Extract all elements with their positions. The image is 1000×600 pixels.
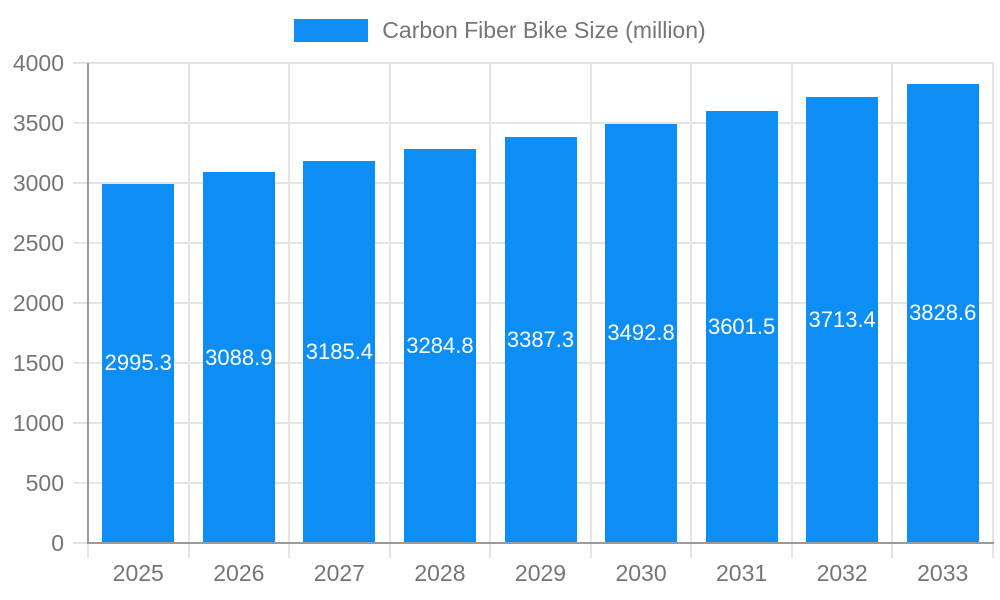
- v-gridline: [992, 63, 994, 558]
- x-axis-tick-label: 2028: [414, 560, 466, 586]
- v-gridline: [388, 63, 391, 558]
- x-axis-tick-label: 2030: [615, 560, 667, 586]
- legend-item[interactable]: Carbon Fiber Bike Size (million): [0, 17, 1000, 44]
- bar-value-label: 3387.3: [506, 326, 575, 352]
- v-gridline: [288, 63, 291, 558]
- bar-2026[interactable]: 3088.9: [202, 172, 275, 543]
- h-gridline: [73, 62, 993, 64]
- bar-value-label: 3828.6: [909, 300, 977, 326]
- bar-value-label: 3713.4: [808, 307, 876, 333]
- x-axis-tick-label: 2031: [716, 560, 768, 586]
- bar-value-label: 3492.8: [607, 320, 675, 346]
- x-axis-tick-label: 2033: [917, 560, 969, 586]
- bar-value-label: 3284.8: [406, 332, 474, 358]
- v-gridline: [891, 63, 894, 558]
- y-axis-line: [87, 63, 89, 543]
- v-gridline: [187, 63, 190, 558]
- y-axis-tick-label: 2500: [12, 230, 64, 256]
- bar-2028[interactable]: 3284.8: [403, 148, 476, 543]
- x-axis-tick-label: 2032: [816, 560, 868, 586]
- bar-value-label: 2995.3: [104, 350, 172, 376]
- bar-value-label: 3088.9: [205, 344, 273, 370]
- x-axis-tick-label: 2025: [112, 560, 164, 586]
- bar-2031[interactable]: 3601.5: [705, 110, 778, 543]
- legend-swatch-icon: [294, 19, 369, 42]
- v-gridline: [790, 63, 793, 558]
- bar-value-label: 3185.4: [305, 338, 374, 364]
- y-axis-tick-label: 500: [25, 470, 64, 496]
- x-axis-tick-label: 2026: [213, 560, 265, 586]
- bar-2030[interactable]: 3492.8: [605, 123, 678, 543]
- legend-label: Carbon Fiber Bike Size (million): [382, 17, 706, 43]
- y-axis-tick-label: 0: [51, 530, 64, 556]
- x-axis-line: [87, 542, 994, 544]
- bar-2032[interactable]: 3713.4: [806, 97, 879, 543]
- bar-2029[interactable]: 3387.3: [504, 136, 577, 543]
- y-axis-tick-label: 3500: [12, 110, 64, 136]
- bar-2033[interactable]: 3828.6: [906, 83, 979, 543]
- y-axis-tick-label: 4000: [12, 50, 64, 76]
- x-axis-tick-label: 2029: [514, 560, 567, 586]
- v-gridline: [690, 63, 693, 558]
- h-gridline: [73, 122, 993, 124]
- bar-2025[interactable]: 2995.3: [102, 183, 175, 543]
- x-axis-tick-label: 2027: [313, 560, 365, 586]
- v-gridline: [489, 63, 492, 558]
- y-axis-tick-label: 1500: [12, 350, 64, 376]
- bar-value-label: 3601.5: [707, 313, 776, 339]
- bar-2027[interactable]: 3185.4: [303, 160, 376, 543]
- y-axis-tick-label: 2000: [12, 290, 64, 316]
- v-gridline: [589, 63, 592, 558]
- y-axis-tick-label: 3000: [12, 170, 64, 196]
- y-axis-tick-label: 1000: [12, 410, 64, 436]
